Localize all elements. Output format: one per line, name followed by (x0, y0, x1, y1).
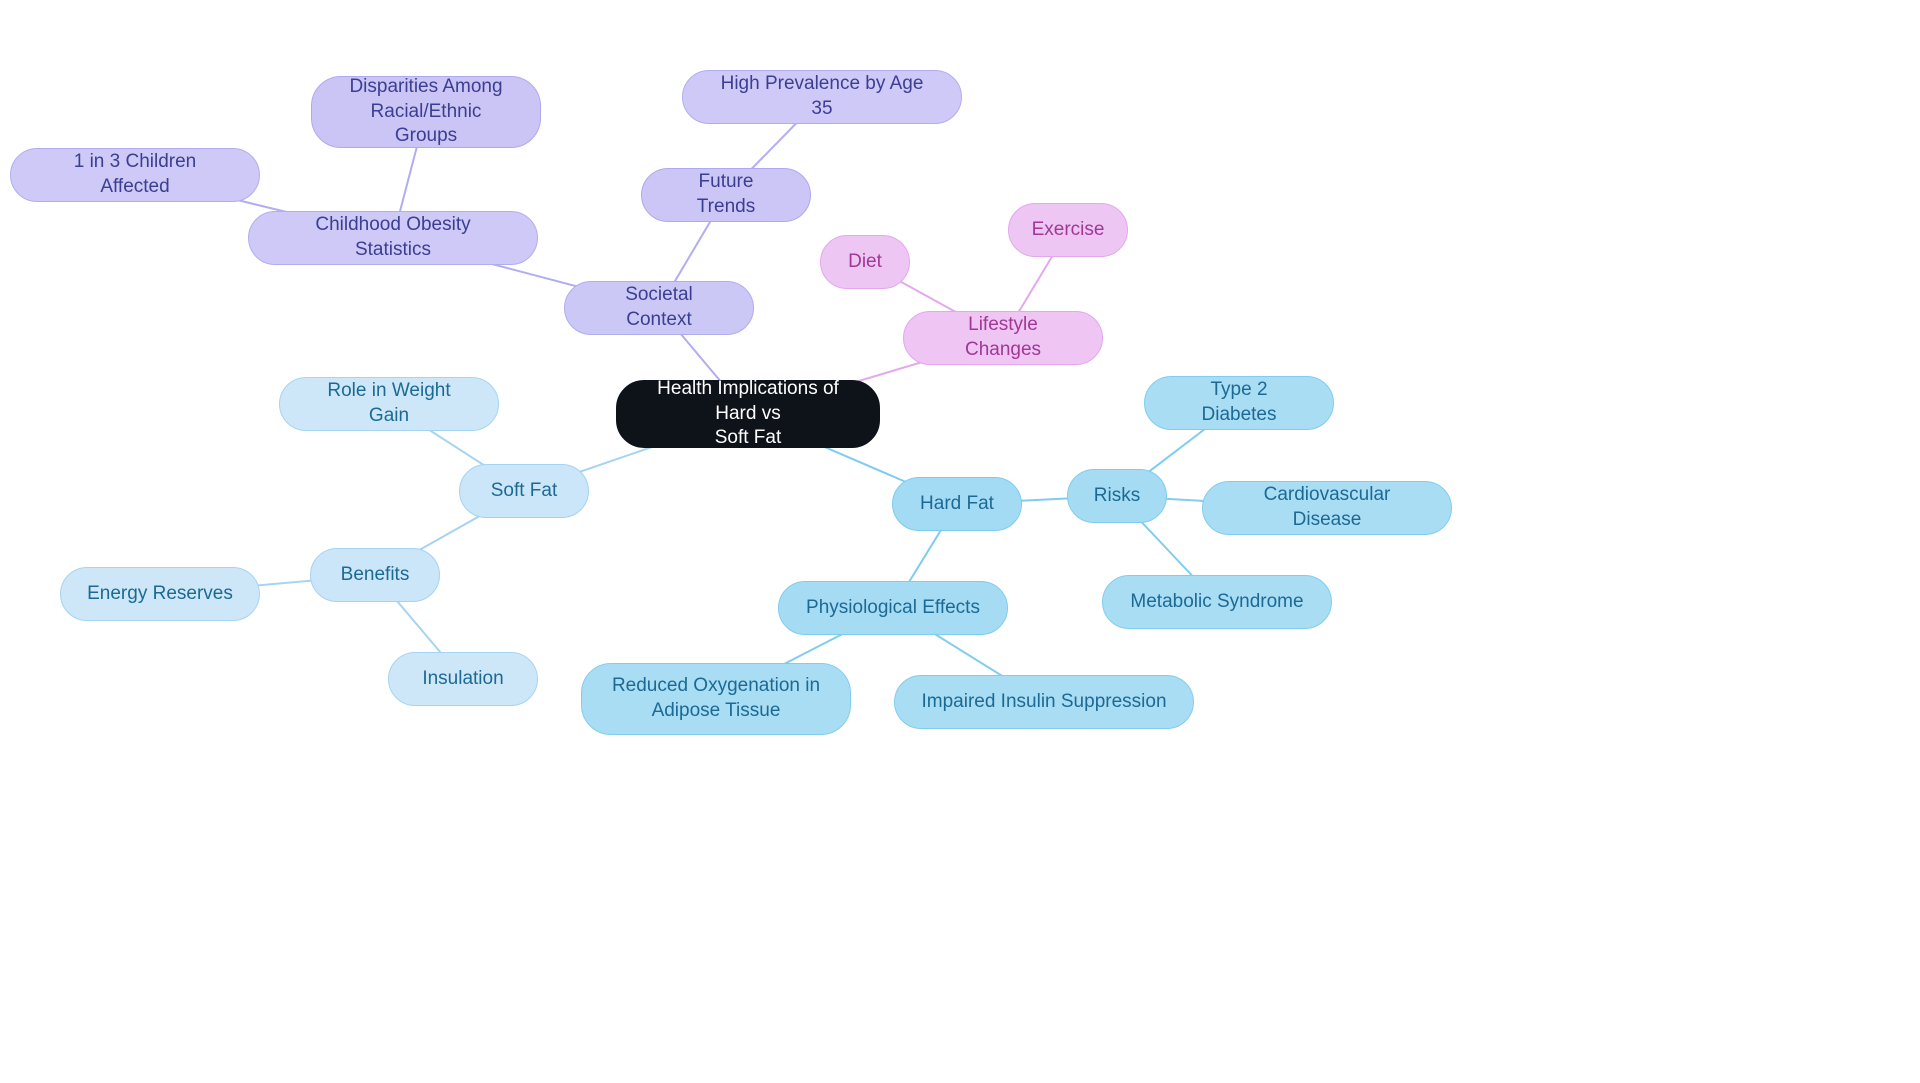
mindmap-node: Societal Context (564, 281, 754, 335)
mindmap-node: Type 2 Diabetes (1144, 376, 1334, 430)
mindmap-node: Risks (1067, 469, 1167, 523)
mindmap-node: Cardiovascular Disease (1202, 481, 1452, 535)
mindmap-node: Benefits (310, 548, 440, 602)
mindmap-node: Physiological Effects (778, 581, 1008, 635)
mindmap-edges (0, 0, 1920, 1083)
mindmap-node: Diet (820, 235, 910, 289)
mindmap-node: Energy Reserves (60, 567, 260, 621)
mindmap-node: Role in Weight Gain (279, 377, 499, 431)
mindmap-node: Childhood Obesity Statistics (248, 211, 538, 265)
mindmap-node: Metabolic Syndrome (1102, 575, 1332, 629)
mindmap-node: Lifestyle Changes (903, 311, 1103, 365)
mindmap-node: High Prevalence by Age 35 (682, 70, 962, 124)
mindmap-node: Disparities Among Racial/Ethnic Groups (311, 76, 541, 148)
mindmap-node: Reduced Oxygenation in Adipose Tissue (581, 663, 851, 735)
mindmap-node: Hard Fat (892, 477, 1022, 531)
mindmap-node: 1 in 3 Children Affected (10, 148, 260, 202)
mindmap-node: Future Trends (641, 168, 811, 222)
mindmap-node: Health Implications of Hard vs Soft Fat (616, 380, 880, 448)
mindmap-node: Insulation (388, 652, 538, 706)
mindmap-node: Impaired Insulin Suppression (894, 675, 1194, 729)
mindmap-node: Exercise (1008, 203, 1128, 257)
mindmap-node: Soft Fat (459, 464, 589, 518)
